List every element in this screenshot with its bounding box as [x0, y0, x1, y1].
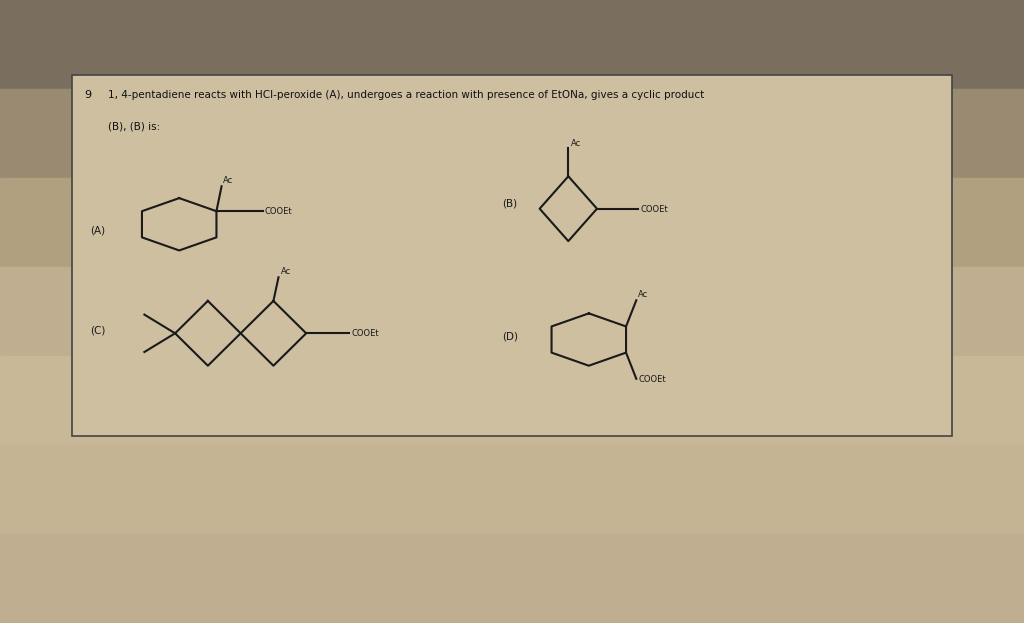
- Text: Ac: Ac: [638, 290, 648, 299]
- Text: Ac: Ac: [281, 267, 291, 276]
- Bar: [0, 178, 1024, 267]
- Text: Ac: Ac: [222, 176, 232, 185]
- Bar: [0, 356, 1024, 445]
- Text: 9: 9: [84, 90, 91, 100]
- Text: (A): (A): [90, 226, 105, 235]
- Text: COOEt: COOEt: [640, 205, 668, 214]
- Bar: [0, 0, 1024, 89]
- Text: COOEt: COOEt: [638, 375, 666, 384]
- Text: Ac: Ac: [571, 139, 582, 148]
- Text: (B): (B): [502, 199, 517, 209]
- Bar: [0, 445, 1024, 534]
- Bar: [0, 267, 1024, 356]
- Text: 1, 4-pentadiene reacts with HCl-peroxide (A), undergoes a reaction with presence: 1, 4-pentadiene reacts with HCl-peroxide…: [108, 90, 703, 100]
- Text: (C): (C): [90, 325, 105, 335]
- Bar: [0, 89, 1024, 178]
- FancyBboxPatch shape: [72, 75, 952, 436]
- Text: COOEt: COOEt: [351, 330, 379, 338]
- Text: (D): (D): [502, 331, 518, 341]
- Bar: [0, 534, 1024, 623]
- Text: (B), (B) is:: (B), (B) is:: [108, 121, 160, 131]
- Text: COOEt: COOEt: [264, 207, 292, 216]
